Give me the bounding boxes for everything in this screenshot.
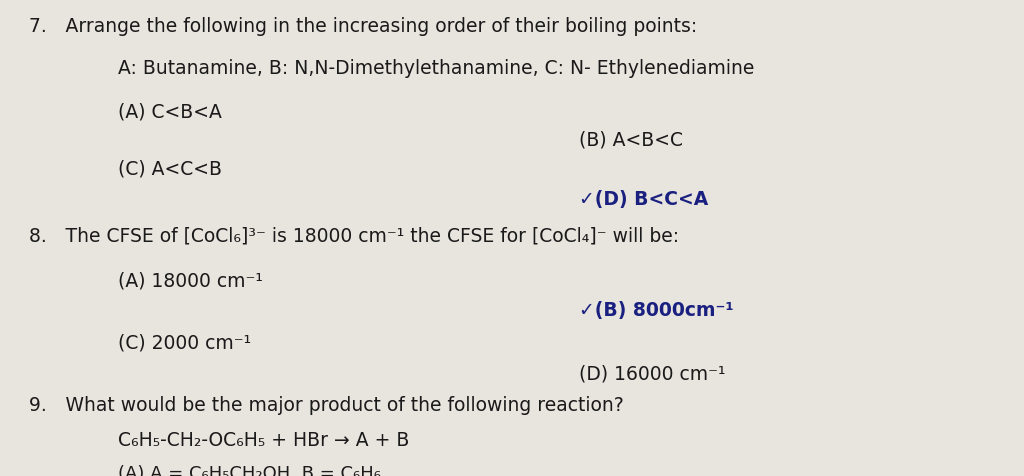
Text: (D) 16000 cm⁻¹: (D) 16000 cm⁻¹ [579, 364, 725, 383]
Text: (A) A = C₆H₅CH₂OH, B = C₆H₆: (A) A = C₆H₅CH₂OH, B = C₆H₆ [118, 465, 381, 476]
Text: (C) 2000 cm⁻¹: (C) 2000 cm⁻¹ [118, 333, 251, 352]
Text: (A) C<B<A: (A) C<B<A [118, 102, 221, 121]
Text: A: Butanamine, B: N,N-Dimethylethanamine, C: N- Ethylenediamine: A: Butanamine, B: N,N-Dimethylethanamine… [118, 60, 754, 79]
Text: (A) 18000 cm⁻¹: (A) 18000 cm⁻¹ [118, 271, 262, 290]
Text: 9. What would be the major product of the following reaction?: 9. What would be the major product of th… [29, 396, 624, 415]
Text: ✓(D) B<C<A: ✓(D) B<C<A [579, 190, 708, 209]
Text: (B) A<B<C: (B) A<B<C [579, 131, 683, 150]
Text: 7. Arrange the following in the increasing order of their boiling points:: 7. Arrange the following in the increasi… [29, 17, 697, 36]
Text: 8. The CFSE of [CoCl₆]³⁻ is 18000 cm⁻¹ the CFSE for [CoCl₄]⁻ will be:: 8. The CFSE of [CoCl₆]³⁻ is 18000 cm⁻¹ t… [29, 226, 679, 245]
Text: (C) A<C<B: (C) A<C<B [118, 159, 222, 178]
Text: C₆H₅-CH₂-OC₆H₅ + HBr → A + B: C₆H₅-CH₂-OC₆H₅ + HBr → A + B [118, 431, 410, 450]
Text: ✓(B) 8000cm⁻¹: ✓(B) 8000cm⁻¹ [579, 301, 733, 320]
